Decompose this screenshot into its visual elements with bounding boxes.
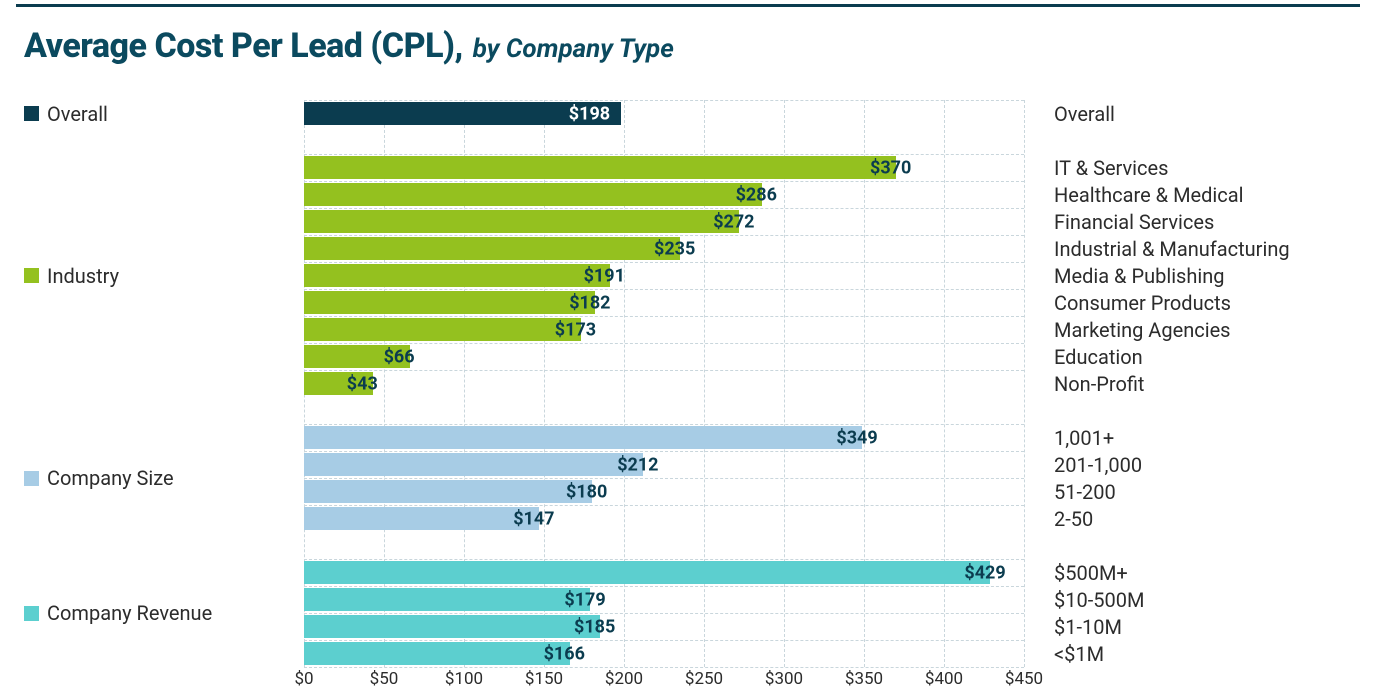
category-label: Financial Services [1054, 208, 1214, 235]
bar-value-label: $286 [736, 184, 777, 205]
bar [304, 183, 762, 206]
row-grid [304, 424, 1024, 425]
chart-area: Overall Industry Company Size Company Reven… [24, 100, 1352, 676]
bar [304, 426, 862, 449]
title-sub: by Company Type [473, 34, 674, 64]
category-labels: Overall IT & ServicesHealthcare & Medical… [1054, 100, 1374, 660]
bar [304, 480, 592, 503]
row-grid [304, 451, 1024, 452]
row-grid [304, 100, 1024, 101]
category-label: $500M+ [1054, 559, 1128, 586]
bar [304, 642, 570, 665]
row-grid [304, 505, 1024, 506]
bar [304, 237, 680, 260]
bar-value-label: $180 [566, 481, 607, 502]
bar-value-label: $212 [617, 454, 658, 475]
row-grid [304, 559, 1024, 560]
bar-value-label: $272 [713, 211, 754, 232]
category-label: $10-500M [1054, 586, 1144, 613]
category-label: Healthcare & Medical [1054, 181, 1244, 208]
bar-value-label: $43 [347, 373, 378, 394]
category-label: Overall [1054, 100, 1115, 127]
row-grid [304, 181, 1024, 182]
bar [304, 291, 595, 314]
legend-swatch [24, 606, 39, 621]
bar-value-label: $185 [574, 616, 615, 637]
category-label: <$1M [1054, 640, 1104, 667]
bar-value-label: $147 [513, 508, 554, 529]
category-label: Consumer Products [1054, 289, 1231, 316]
bar [304, 561, 990, 584]
category-label: Marketing Agencies [1054, 316, 1231, 343]
plot-area: $0$50$100$150$200$250$300$350$400$450$19… [304, 100, 1024, 660]
bar [304, 156, 896, 179]
bar [304, 264, 610, 287]
category-label: Non-Profit [1054, 370, 1144, 397]
row-grid [304, 316, 1024, 317]
bar-value-label: $66 [384, 346, 415, 367]
row-grid [304, 640, 1024, 641]
bar-value-label: $349 [836, 427, 877, 448]
row-grid [304, 613, 1024, 614]
row-grid [304, 262, 1024, 263]
category-label: Industrial & Manufacturing [1054, 235, 1290, 262]
bar-value-label: $198 [569, 103, 610, 124]
row-grid [304, 154, 1024, 155]
row-grid [304, 235, 1024, 236]
category-label: $1-10M [1054, 613, 1122, 640]
row-grid [304, 208, 1024, 209]
bar [304, 453, 643, 476]
bar [304, 318, 581, 341]
bar-value-label: $370 [870, 157, 911, 178]
category-label: 1,001+ [1054, 424, 1114, 451]
top-rule [16, 4, 1360, 7]
row-grid [304, 478, 1024, 479]
legend-label: Company Size [47, 466, 174, 490]
bar-value-label: $173 [555, 319, 596, 340]
legend-item: Company Size [24, 466, 174, 490]
bar-value-label: $179 [564, 589, 605, 610]
row-grid [304, 586, 1024, 587]
legend: Overall Industry Company Size Company Reven… [24, 100, 274, 676]
legend-label: Industry [47, 264, 119, 288]
bar-value-label: $191 [584, 265, 625, 286]
bar [304, 507, 539, 530]
chart-title: Average Cost Per Lead (CPL), by Company … [24, 26, 674, 66]
category-label: Media & Publishing [1054, 262, 1225, 289]
bar-value-label: $182 [569, 292, 610, 313]
row-grid [304, 343, 1024, 344]
title-main: Average Cost Per Lead (CPL), [24, 26, 463, 66]
row-grid [304, 667, 1024, 668]
legend-swatch [24, 106, 39, 121]
row-grid [304, 289, 1024, 290]
bar-value-label: $429 [964, 562, 1005, 583]
bar [304, 210, 739, 233]
legend-label: Overall [47, 102, 108, 126]
bar-value-label: $166 [544, 643, 585, 664]
legend-item: Industry [24, 264, 119, 288]
category-label: 51-200 [1054, 478, 1116, 505]
gridline [1024, 100, 1025, 667]
bar-value-label: $235 [654, 238, 695, 259]
legend-swatch [24, 471, 39, 486]
category-label: Education [1054, 343, 1143, 370]
legend-label: Company Revenue [47, 601, 212, 625]
row-grid [304, 370, 1024, 371]
category-label: 201-1,000 [1054, 451, 1142, 478]
category-label: 2-50 [1054, 505, 1093, 532]
category-label: IT & Services [1054, 154, 1168, 181]
bar [304, 588, 590, 611]
bar [304, 615, 600, 638]
legend-item: Company Revenue [24, 601, 212, 625]
legend-item: Overall [24, 102, 108, 126]
legend-swatch [24, 268, 39, 283]
